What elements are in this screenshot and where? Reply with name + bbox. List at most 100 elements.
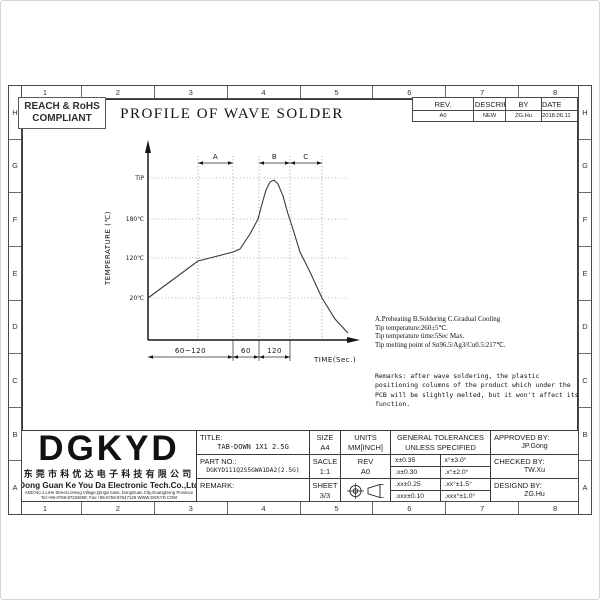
projection-symbol-cell: [341, 479, 391, 502]
rev-label: REV: [357, 456, 374, 466]
note-line: Tip temperature time:5Sec Max.: [375, 333, 465, 341]
designed-by-value: ZG.Hu: [524, 491, 545, 498]
tolerance-angular: x°±3.0°: [444, 457, 467, 464]
remark-cell: REMARK:: [197, 479, 310, 502]
dimension-label: 60: [241, 347, 251, 355]
revision-table-row: A0 NEW ZG.Hu 2018.06.11: [413, 111, 577, 121]
ruler-mark: C: [579, 354, 591, 408]
units-cell: UNITS MM[INCH]: [341, 431, 391, 455]
tolerance-table: x±0.35 x°±3.0° .x±0.30 .x°±2.0° .xx±0.25…: [391, 455, 491, 502]
dimension-label: 120: [267, 347, 282, 355]
part-no-value: DGKYD111Q2S5GWA1DA2(2.5G): [206, 467, 300, 474]
ruler-mark: G: [9, 140, 21, 194]
ruler-mark: D: [9, 301, 21, 355]
ruler-mark: 6: [373, 86, 447, 98]
ruler-mark: C: [9, 354, 21, 408]
note-line: Tip melting point of Sn96.5/Ag3/Cu0.5:21…: [375, 342, 506, 350]
revision-table-header: REV.ECN / DESCRIPTIONBYDATE: [413, 98, 577, 111]
designed-by-cell: DESIGND BY: ZG.Hu: [491, 479, 578, 502]
company-address: ADD:No.1 LiHe Street,LiHeng Village,Qing…: [24, 489, 194, 495]
scale-label: SACLE: [312, 456, 338, 466]
y-tick-label: TiP: [134, 175, 144, 182]
ruler-mark: A: [12, 483, 18, 493]
ruler-mark: D: [579, 301, 591, 355]
tolerance-linear: .x±0.30: [391, 467, 441, 478]
size-cell: SIZE A4: [310, 431, 341, 455]
ruler-mark: 7: [446, 86, 520, 98]
ruler-mark: F: [579, 193, 591, 247]
tolerance-header-line1: GENERAL TOLERANCES: [397, 433, 484, 442]
sheet-cell: SHEET 3/3: [310, 479, 341, 502]
ruler-mark: H: [9, 86, 21, 140]
tolerance-linear: .xxx±0.10: [391, 491, 441, 502]
tolerance-row: .xxx±0.10 .xxx°±1.0°: [391, 491, 490, 502]
section-label: B: [272, 153, 277, 161]
ruler-mark: 5: [301, 502, 374, 514]
approved-by-label: APPROVED BY:: [494, 433, 550, 442]
x-axis-label: TIME(Sec.): [313, 356, 356, 364]
title-value: TAB-DOWN 1X1 2.5G: [217, 443, 289, 451]
scale-value: 1:1: [319, 466, 331, 476]
part-no-label: PART NO.:: [200, 457, 237, 466]
tolerance-angular: .xx°±1.5°: [444, 481, 472, 488]
ruler-mark: 5: [301, 86, 374, 98]
remark-line: positioning columns of the product which…: [375, 381, 571, 390]
title-cell: TITLE: TAB-DOWN 1X1 2.5G: [197, 431, 310, 455]
sheet-label: SHEET: [312, 480, 338, 490]
x-axis-arrow: [347, 337, 360, 343]
note-line: A.Preheating B.Soldering C.Gradual Cooli…: [375, 316, 501, 323]
ruler-mark: 1: [9, 86, 82, 98]
y-tick-label: 120℃: [126, 255, 144, 262]
profile-curve: [147, 179, 349, 334]
size-value: A4: [320, 442, 330, 452]
revision-header-cell: BY: [506, 98, 542, 110]
ruler-mark: B: [579, 408, 591, 462]
y-axis-label: TEMPERATURE (℃): [104, 211, 112, 286]
page-title: PROFILE OF WAVE SOLDER: [120, 106, 344, 122]
badge-line1: REACH & RoHS: [24, 101, 100, 112]
tolerance-row: .x±0.30 .x°±2.0°: [391, 467, 490, 479]
company-contact: Tel:+86-0769-87334608; Fax:+86-0769-8764…: [41, 495, 177, 500]
ruler-mark: 1: [9, 502, 82, 514]
revision-header-cell: ECN / DESCRIPTION: [474, 98, 506, 110]
revision-cell: ZG.Hu: [506, 111, 542, 121]
ruler-mark: A: [582, 483, 588, 493]
tolerance-header-line2: UNLESS SPECIFIED: [405, 442, 476, 452]
tolerance-header: GENERAL TOLERANCES UNLESS SPECIFIED: [391, 431, 491, 455]
remark-line: function.: [375, 400, 411, 409]
section-label: A: [213, 153, 218, 161]
remark-line: PCB will be slightly melted, but it won'…: [375, 390, 579, 399]
title-label: TITLE:: [200, 433, 223, 442]
ruler-mark: 6: [373, 502, 447, 514]
ruler-mark: 2: [82, 502, 155, 514]
remarks-text: Remarks: after wave soldering, the plast…: [375, 372, 587, 410]
wave-solder-chart: TiP 180℃ 120℃ 20℃ A B C 60~120 60 120 TIME(Sec.) TE…: [104, 140, 360, 364]
revision-cell: 2018.06.11: [542, 113, 571, 119]
company-logo-cell: DGKYD 东莞市科优达电子科技有限公司 Dong Guan Ke You Da…: [22, 431, 197, 502]
revision-header-cell: REV.: [413, 98, 474, 110]
process-notes: A.Preheating B.Soldering C.Gradual Cooli…: [375, 316, 583, 351]
approved-by-cell: APPROVED BY: JP.Gong: [491, 431, 578, 455]
section-label: C: [303, 153, 308, 161]
ruler-mark: E: [579, 247, 591, 301]
scale-cell: SACLE 1:1: [310, 455, 341, 479]
approved-by-value: JP.Gong: [521, 443, 548, 450]
remark-line: Remarks: after wave soldering, the plast…: [375, 372, 540, 380]
units-label: UNITS: [354, 432, 377, 442]
ruler-mark: 3: [155, 86, 228, 98]
third-angle-projection-icon: [346, 482, 383, 499]
ruler-mark: B: [9, 408, 21, 462]
ruler-mark: G: [579, 140, 591, 194]
tolerance-linear: .xx±0.25: [391, 479, 441, 490]
revision-header-cell: DATE: [542, 99, 562, 109]
tolerance-angular: .x°±2.0°: [444, 469, 469, 476]
note-line: Tip temperature:260±5℃.: [375, 324, 448, 332]
part-no-cell: PART NO.: DGKYD111Q2S5GWA1DA2(2.5G): [197, 455, 310, 479]
tolerance-angular: .xxx°±1.0°: [444, 493, 476, 500]
revision-cell: A0: [413, 111, 474, 121]
ruler-mark: 4: [228, 86, 301, 98]
sheet-value: 3/3: [319, 490, 331, 500]
